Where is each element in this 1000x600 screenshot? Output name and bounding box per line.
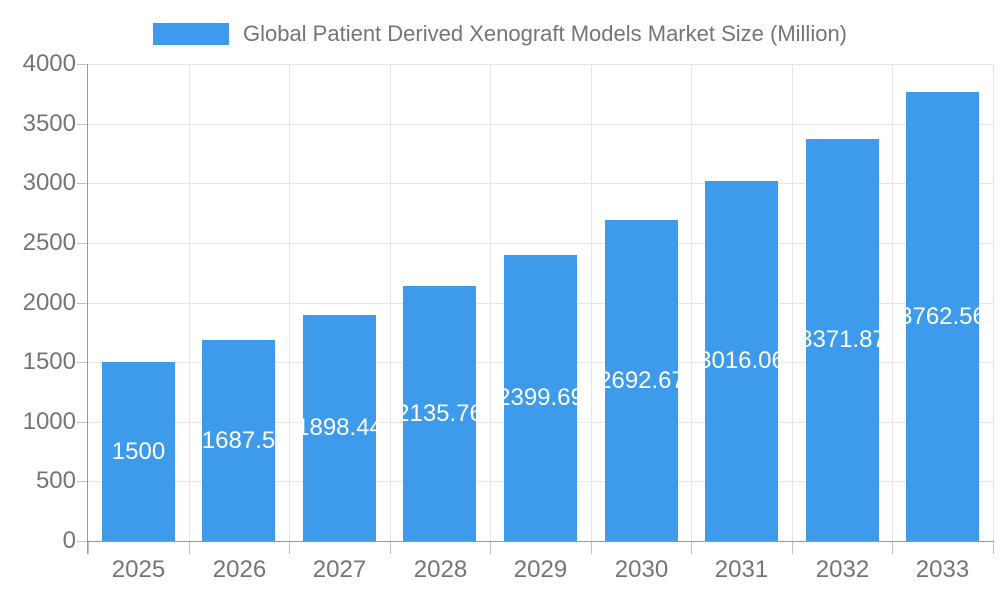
- bar-value-label: 2692.67: [598, 366, 685, 394]
- bar-value-label: 3371.87: [799, 326, 886, 353]
- y-axis-line: [87, 64, 88, 554]
- x-axis-tick-label: 2029: [513, 556, 568, 583]
- gridline-horizontal: [88, 64, 993, 65]
- gridline-horizontal: [88, 243, 993, 244]
- bar-value-label: 1500: [111, 437, 166, 465]
- legend-swatch: [152, 23, 229, 45]
- x-axis-line: [87, 541, 994, 542]
- y-axis-tick-label: 2000: [22, 289, 76, 316]
- x-axis-tick-label: 2025: [111, 556, 166, 583]
- x-axis-tick: [691, 541, 692, 554]
- bar-value-label: 1687.5: [201, 426, 276, 454]
- x-axis-tick: [591, 541, 592, 554]
- bar-value-label: 1898.44: [296, 414, 383, 441]
- legend-label: Global Patient Derived Xenograft Models …: [242, 21, 848, 46]
- x-axis-tick: [892, 541, 893, 554]
- bar-value-label: 2399.69: [497, 384, 584, 411]
- y-axis-tick: [77, 303, 87, 304]
- gridline-vertical: [691, 64, 692, 541]
- y-axis-tick: [77, 124, 87, 125]
- y-axis-tick-label: 500: [35, 467, 76, 494]
- gridline-vertical: [289, 64, 290, 541]
- bar-2027[interactable]: 1898.44: [296, 315, 383, 541]
- y-axis-tick-label: 3000: [22, 169, 76, 196]
- y-axis-tick-label: 3500: [22, 110, 76, 137]
- x-axis-tick: [88, 541, 89, 554]
- bar-2025[interactable]: 1500: [102, 362, 175, 541]
- gridline-horizontal: [88, 183, 993, 184]
- y-axis-tick: [77, 541, 87, 542]
- x-axis-tick-label: 2031: [714, 556, 769, 583]
- y-axis-tick-label: 1000: [22, 408, 76, 435]
- y-axis-tick: [77, 243, 87, 244]
- bar-value-label: 3762.56: [899, 302, 986, 330]
- y-axis-tick-label: 1500: [22, 348, 76, 375]
- x-axis-tick-label: 2028: [413, 556, 468, 583]
- x-axis-tick-label: 2033: [915, 556, 970, 583]
- x-axis-tick: [490, 541, 491, 554]
- bar-2029[interactable]: 2399.69: [497, 255, 584, 541]
- y-axis-tick: [77, 422, 87, 423]
- plot-area: 1500 1687.5 1898.44 2135.76 2399.69 2692.67 30…: [88, 64, 994, 541]
- x-axis-tick: [390, 541, 391, 554]
- x-axis-tick: [993, 541, 994, 554]
- bar-2031[interactable]: 3016.06: [698, 181, 785, 541]
- y-axis-tick: [77, 362, 87, 363]
- gridline-vertical: [490, 64, 491, 541]
- x-axis-tick: [289, 541, 290, 554]
- gridline-vertical: [792, 64, 793, 541]
- y-axis-tick: [77, 64, 87, 65]
- bar-value-label: 2135.76: [396, 399, 483, 427]
- x-axis-tick-label: 2026: [212, 556, 267, 583]
- bar-2033[interactable]: 3762.56: [899, 92, 986, 541]
- x-axis-tick-label: 2027: [312, 556, 367, 583]
- gridline-vertical: [189, 64, 190, 541]
- y-axis-tick-label: 2500: [22, 229, 76, 256]
- gridline-horizontal: [88, 124, 993, 125]
- gridline-vertical: [993, 64, 994, 541]
- legend[interactable]: Global Patient Derived Xenograft Models …: [0, 21, 1000, 47]
- bar-2032[interactable]: 3371.87: [799, 139, 886, 541]
- y-axis-tick-label: 4000: [22, 50, 76, 77]
- bar-2026[interactable]: 1687.5: [202, 340, 275, 541]
- bar-value-label: 3016.06: [698, 347, 785, 374]
- y-axis-tick-label: 0: [62, 527, 76, 554]
- bar-2030[interactable]: 2692.67: [598, 220, 685, 541]
- x-axis-tick: [792, 541, 793, 554]
- y-axis-tick: [77, 183, 87, 184]
- x-axis-tick: [189, 541, 190, 554]
- gridline-vertical: [892, 64, 893, 541]
- gridline-vertical: [390, 64, 391, 541]
- y-axis-tick: [77, 481, 87, 482]
- bar-2028[interactable]: 2135.76: [396, 286, 483, 541]
- x-axis-tick-label: 2032: [815, 556, 870, 583]
- gridline-vertical: [591, 64, 592, 541]
- x-axis-tick-label: 2030: [614, 556, 669, 583]
